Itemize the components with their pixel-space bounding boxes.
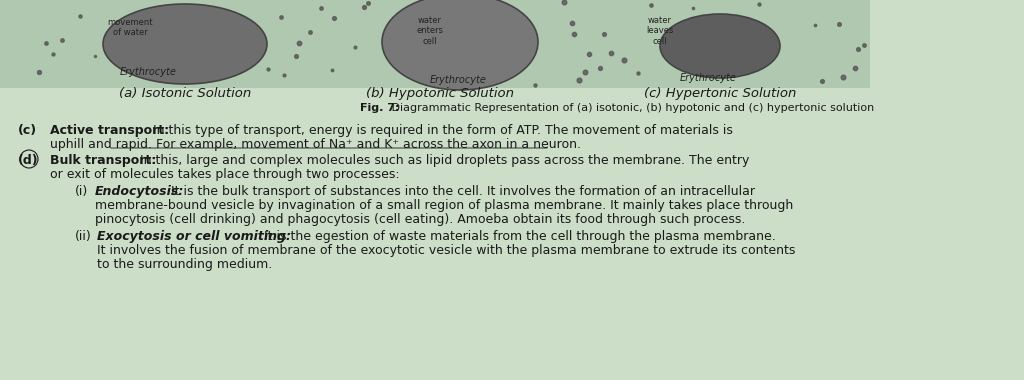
Text: (c) Hypertonic Solution: (c) Hypertonic Solution bbox=[644, 87, 797, 100]
Text: pinocytosis (cell drinking) and phagocytosis (cell eating). Amoeba obtain its fo: pinocytosis (cell drinking) and phagocyt… bbox=[95, 213, 745, 226]
Text: (i): (i) bbox=[75, 185, 88, 198]
Text: water
leaves
cell: water leaves cell bbox=[646, 16, 674, 46]
Text: membrane-bound vesicle by invagination of a small region of plasma membrane. It : membrane-bound vesicle by invagination o… bbox=[95, 199, 794, 212]
Text: uphill and rapid. For example, movement of Na⁺ and K⁺ across the axon in a neuro: uphill and rapid. For example, movement … bbox=[50, 138, 581, 151]
Text: (b) Hypotonic Solution: (b) Hypotonic Solution bbox=[366, 87, 514, 100]
Text: In this type of transport, energy is required in the form of ATP. The movement o: In this type of transport, energy is req… bbox=[153, 124, 733, 137]
Text: Endocytosis:: Endocytosis: bbox=[95, 185, 184, 198]
Text: It is the bulk transport of substances into the cell. It involves the formation : It is the bulk transport of substances i… bbox=[171, 185, 755, 198]
Ellipse shape bbox=[382, 0, 538, 90]
Text: Bulk transport:: Bulk transport: bbox=[50, 154, 157, 167]
Text: It involves the fusion of membrane of the exocytotic vesicle with the plasma mem: It involves the fusion of membrane of th… bbox=[97, 244, 796, 257]
Text: Erythrocyte: Erythrocyte bbox=[120, 67, 177, 77]
Text: (ii): (ii) bbox=[75, 230, 92, 243]
Text: (a) Isotonic Solution: (a) Isotonic Solution bbox=[119, 87, 251, 100]
Text: In this, large and complex molecules such as lipid droplets pass across the memb: In this, large and complex molecules suc… bbox=[140, 154, 750, 167]
Ellipse shape bbox=[660, 14, 780, 78]
Text: Exocytosis or cell vomiting:: Exocytosis or cell vomiting: bbox=[97, 230, 291, 243]
Text: Diagrammatic Representation of (a) isotonic, (b) hypotonic and (c) hypertonic so: Diagrammatic Representation of (a) isoto… bbox=[388, 103, 874, 113]
Text: Active transport:: Active transport: bbox=[50, 124, 169, 137]
Text: Fig. 7:: Fig. 7: bbox=[360, 103, 399, 113]
Text: movement
of water: movement of water bbox=[108, 18, 153, 37]
Text: to the surrounding medium.: to the surrounding medium. bbox=[97, 258, 272, 271]
FancyBboxPatch shape bbox=[0, 0, 870, 88]
Text: or exit of molecules takes place through two processes:: or exit of molecules takes place through… bbox=[50, 168, 399, 181]
Text: (d): (d) bbox=[18, 154, 39, 167]
Text: It is the egestion of waste materials from the cell through the plasma membrane.: It is the egestion of waste materials fr… bbox=[264, 230, 776, 243]
Ellipse shape bbox=[103, 4, 267, 84]
Text: (c): (c) bbox=[18, 124, 37, 137]
Text: Erythrocyte: Erythrocyte bbox=[430, 75, 486, 85]
Text: Erythrocyte: Erythrocyte bbox=[680, 73, 737, 83]
Text: water
enters
cell: water enters cell bbox=[417, 16, 443, 46]
